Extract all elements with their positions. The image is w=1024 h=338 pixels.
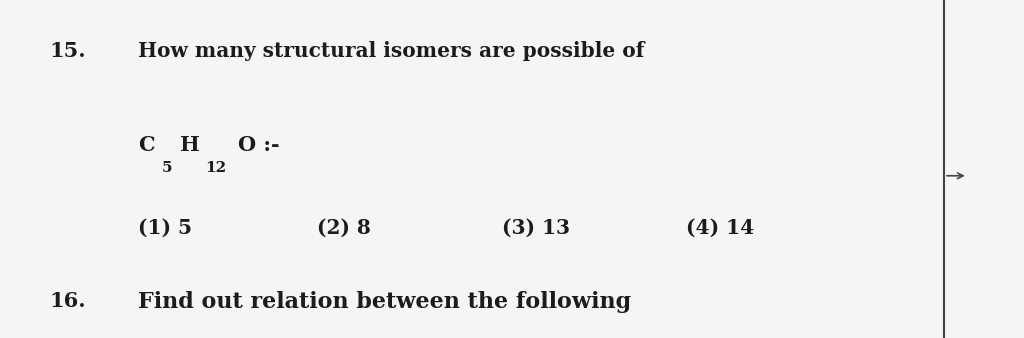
Text: 15.: 15. <box>49 41 86 61</box>
Text: How many structural isomers are possible of: How many structural isomers are possible… <box>138 41 645 61</box>
Text: 12: 12 <box>205 161 226 174</box>
Text: O :-: O :- <box>238 135 280 155</box>
Text: (4) 14: (4) 14 <box>686 218 755 238</box>
Text: 5: 5 <box>162 161 172 174</box>
Text: 16.: 16. <box>49 291 86 311</box>
Text: (3) 13: (3) 13 <box>502 218 569 238</box>
Text: (1) 5: (1) 5 <box>138 218 193 238</box>
Text: C: C <box>138 135 155 155</box>
Text: H: H <box>180 135 200 155</box>
Text: (2) 8: (2) 8 <box>317 218 372 238</box>
Text: Find out relation between the following: Find out relation between the following <box>138 291 632 313</box>
